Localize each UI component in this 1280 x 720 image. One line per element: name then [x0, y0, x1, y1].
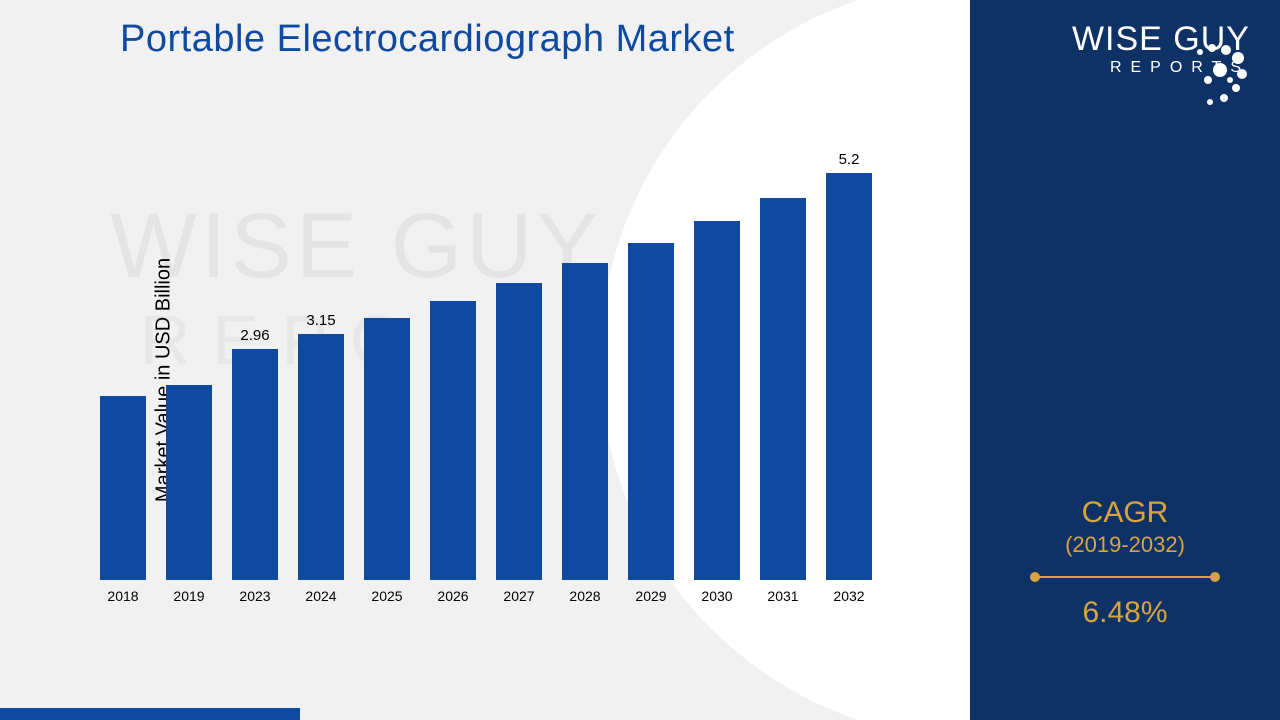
- bar-value-label: 2.96: [232, 327, 278, 344]
- cagr-range: (2019-2032): [1010, 532, 1240, 558]
- plot-area: 201820192.9620233.1520242025202620272028…: [100, 150, 900, 580]
- bar: 3.15: [298, 334, 344, 580]
- x-tick-label: 2027: [490, 588, 548, 604]
- footer-accent-bar: [0, 708, 300, 720]
- x-tick-label: 2030: [688, 588, 746, 604]
- x-tick-label: 2029: [622, 588, 680, 604]
- x-tick-label: 2024: [292, 588, 350, 604]
- x-tick-label: 2023: [226, 588, 284, 604]
- x-tick-label: 2018: [94, 588, 152, 604]
- x-tick-label: 2025: [358, 588, 416, 604]
- x-tick-label: 2031: [754, 588, 812, 604]
- chart-title: Portable Electrocardiograph Market: [120, 18, 735, 61]
- bar: [694, 221, 740, 580]
- bar: 2.96: [232, 349, 278, 580]
- bar: [628, 243, 674, 580]
- x-tick-label: 2032: [820, 588, 878, 604]
- bar: [364, 318, 410, 580]
- bar: [100, 396, 146, 580]
- bar: 5.2: [826, 173, 872, 580]
- cagr-title: CAGR: [1010, 496, 1240, 530]
- x-tick-label: 2028: [556, 588, 614, 604]
- cagr-value: 6.48%: [1010, 596, 1240, 630]
- bar-value-label: 5.2: [826, 151, 872, 168]
- head-dots-icon: [1190, 40, 1250, 110]
- bar-chart: Market Value in USD Billion 201820192.96…: [80, 150, 900, 610]
- bar: [496, 283, 542, 580]
- brand-logo: WISE GUY REPORTS: [1072, 22, 1250, 76]
- bar: [430, 301, 476, 580]
- bar: [562, 263, 608, 580]
- cagr-divider: [1035, 576, 1215, 578]
- bar-value-label: 3.15: [298, 312, 344, 329]
- x-tick-label: 2026: [424, 588, 482, 604]
- bar: [760, 198, 806, 580]
- bar: [166, 385, 212, 580]
- cagr-block: CAGR (2019-2032) 6.48%: [1010, 496, 1240, 630]
- page-canvas: Portable Electrocardiograph Market WISE …: [0, 0, 1280, 720]
- x-tick-label: 2019: [160, 588, 218, 604]
